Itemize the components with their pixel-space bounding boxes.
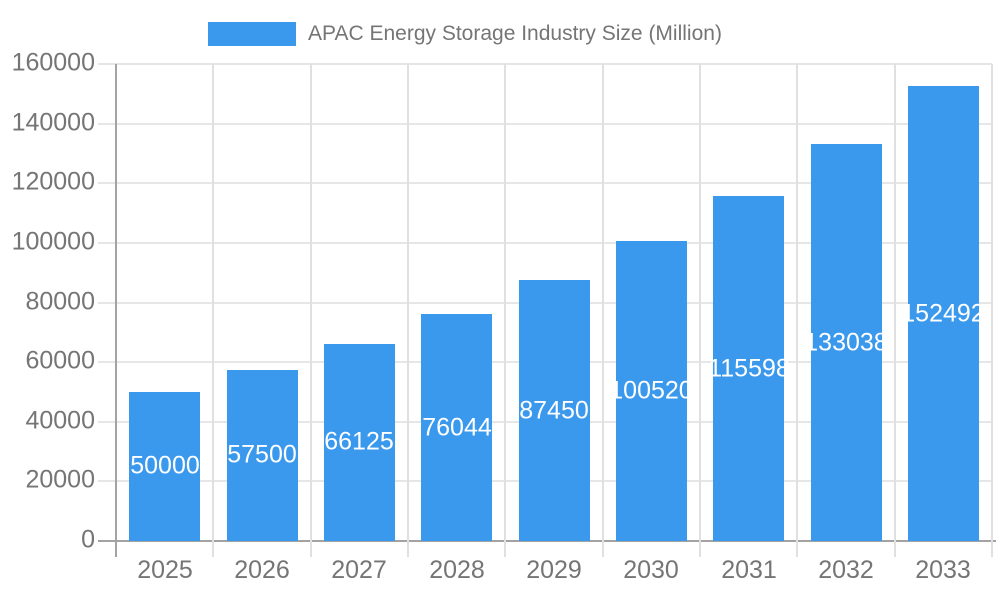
y-axis-tick <box>98 242 116 244</box>
gridline-horizontal <box>116 123 992 125</box>
y-axis-label: 0 <box>81 525 95 554</box>
bar-value-label: 152492 <box>901 299 985 328</box>
bar[interactable] <box>616 241 687 541</box>
bar[interactable] <box>908 86 979 541</box>
x-axis-label: 2027 <box>331 556 387 584</box>
bar-value-label: 133038 <box>804 328 888 357</box>
y-axis-label: 100000 <box>11 227 95 256</box>
bar-value-label: 115598 <box>708 354 790 383</box>
bar-value-label: 57500 <box>227 440 297 469</box>
x-axis-label: 2030 <box>623 556 679 584</box>
y-axis-label: 120000 <box>11 167 95 196</box>
gridline-vertical <box>504 64 506 557</box>
y-axis-label: 40000 <box>25 406 95 435</box>
gridline-vertical <box>894 64 896 557</box>
bar[interactable] <box>129 392 200 541</box>
bar-value-label: 50000 <box>130 451 200 480</box>
gridline-vertical <box>699 64 701 557</box>
gridline-vertical <box>310 64 312 557</box>
y-axis-tick <box>98 302 116 304</box>
gridline-vertical <box>796 64 798 557</box>
bar[interactable] <box>227 370 298 541</box>
bar-value-label: 66125 <box>324 427 394 456</box>
gridline-vertical <box>212 64 214 557</box>
y-axis-tick <box>98 182 116 184</box>
legend-swatch <box>208 22 296 46</box>
y-axis-label: 80000 <box>25 287 95 316</box>
x-axis-label: 2026 <box>234 556 290 584</box>
y-axis-label: 60000 <box>25 346 95 375</box>
x-axis-label: 2028 <box>429 556 485 584</box>
gridline-horizontal <box>116 242 992 244</box>
bar[interactable] <box>713 196 784 541</box>
bar[interactable] <box>324 344 395 541</box>
chart-legend[interactable]: APAC Energy Storage Industry Size (Milli… <box>208 22 722 46</box>
bar-value-label: 76044 <box>422 413 492 442</box>
y-axis-tick <box>98 63 116 65</box>
y-axis-tick <box>98 361 116 363</box>
x-axis-label: 2033 <box>915 556 971 584</box>
gridline-vertical <box>602 64 604 557</box>
legend-label: APAC Energy Storage Industry Size (Milli… <box>308 22 722 45</box>
x-axis-label: 2032 <box>818 556 874 584</box>
x-axis-label: 2025 <box>137 556 193 584</box>
gridline-vertical <box>991 64 993 557</box>
y-axis-tick <box>98 123 116 125</box>
gridline-horizontal <box>116 182 992 184</box>
y-axis-tick <box>98 480 116 482</box>
gridline-vertical <box>407 64 409 557</box>
x-axis-baseline <box>98 540 996 542</box>
x-axis-label: 2029 <box>526 556 582 584</box>
bar[interactable] <box>421 314 492 541</box>
y-axis-label: 20000 <box>25 465 95 494</box>
bar[interactable] <box>519 280 590 541</box>
bar-value-label: 100520 <box>609 376 693 405</box>
y-axis-line <box>115 64 117 557</box>
bar-value-label: 87450 <box>519 396 589 425</box>
bar[interactable] <box>811 144 882 541</box>
y-axis-label: 140000 <box>11 108 95 137</box>
y-axis-label: 160000 <box>11 48 95 77</box>
x-axis-label: 2031 <box>721 556 777 584</box>
gridline-horizontal <box>116 63 992 65</box>
y-axis-tick <box>98 421 116 423</box>
